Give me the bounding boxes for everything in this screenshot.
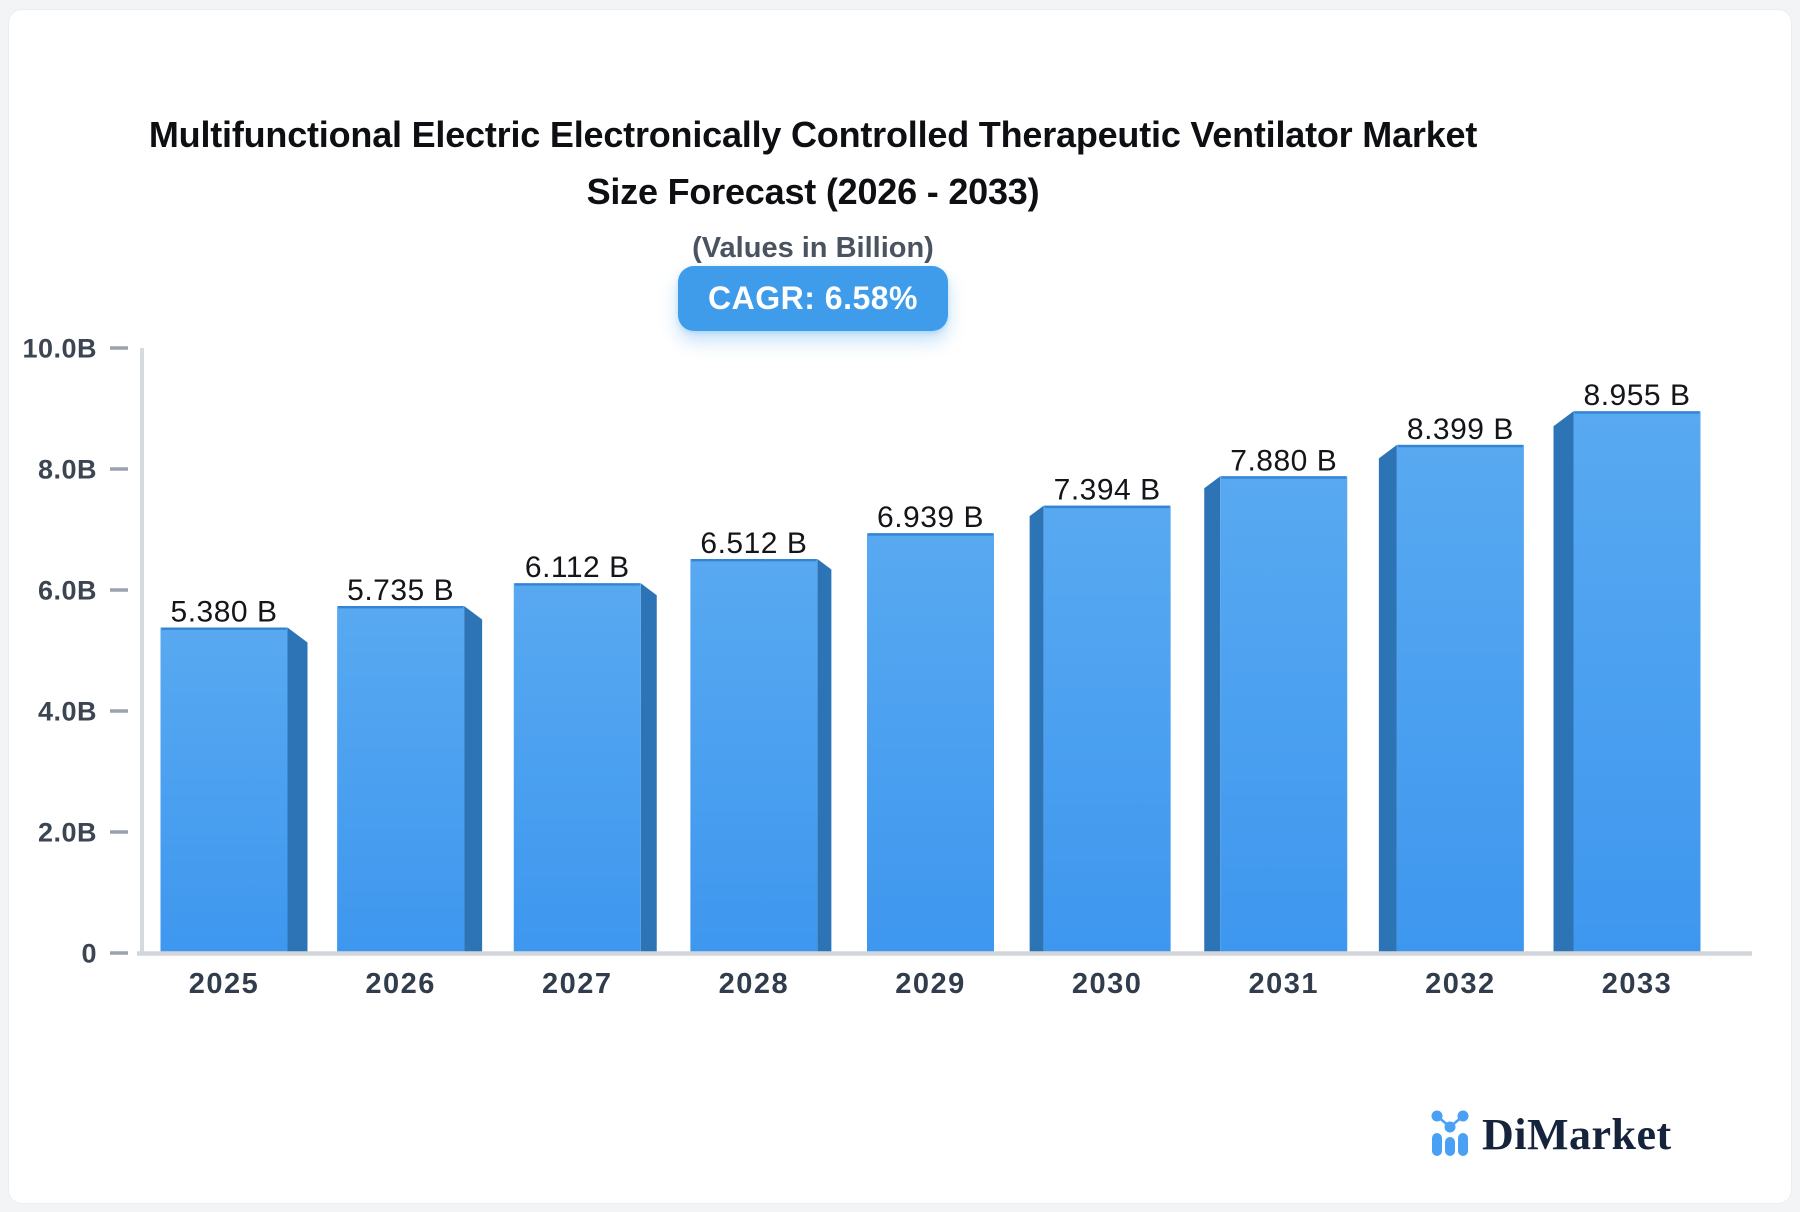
x-tick-label-2026: 2026 — [365, 968, 436, 1000]
bar-value-label-2029: 6.939 B — [877, 501, 984, 534]
bar-2025[interactable] — [160, 627, 288, 953]
chart-title-line2: Size Forecast (2026 - 2033) — [586, 171, 1040, 212]
chart-title: Multifunctional Electric Electronically … — [9, 106, 1617, 220]
bar-side-2028 — [817, 559, 832, 953]
y-tick-label: 6.0B — [38, 576, 97, 606]
y-tick-label: 10.0B — [22, 334, 97, 364]
x-tick-label-2031: 2031 — [1248, 968, 1319, 1000]
bar-value-label-2033: 8.955 B — [1584, 379, 1691, 412]
bar-2032[interactable] — [1396, 444, 1524, 953]
bar-side-2030 — [1029, 505, 1044, 953]
bar-2031[interactable] — [1220, 476, 1348, 953]
cagr-badge-row: CAGR: 6.58% — [9, 266, 1617, 331]
bar-value-label-2025: 5.380 B — [171, 596, 278, 629]
x-tick-label-2025: 2025 — [189, 968, 260, 1000]
bar-value-label-2031: 7.880 B — [1230, 444, 1337, 477]
x-tick-label-2029: 2029 — [895, 968, 966, 1000]
bar-side-2027 — [640, 583, 657, 953]
bar-2030[interactable] — [1043, 505, 1171, 953]
bar-value-label-2026: 5.735 B — [347, 574, 454, 607]
y-tick-label: 0 — [81, 939, 97, 969]
bar-2027[interactable] — [513, 583, 641, 953]
x-tick-label-2028: 2028 — [719, 968, 790, 1000]
y-tick-label: 2.0B — [38, 818, 97, 848]
bar-side-2033 — [1553, 411, 1574, 953]
bar-value-label-2028: 6.512 B — [700, 527, 807, 560]
bar-side-2026 — [464, 606, 483, 953]
dimarket-logo: DiMarket — [1430, 1106, 1672, 1158]
dimarket-logo-text: DiMarket — [1482, 1110, 1672, 1159]
bar-chart-dots-icon — [1431, 1110, 1469, 1156]
x-tick-label-2027: 2027 — [542, 968, 613, 1000]
bar-value-label-2030: 7.394 B — [1054, 474, 1161, 507]
bar-side-2031 — [1204, 476, 1221, 953]
chart-title-line1: Multifunctional Electric Electronically … — [148, 114, 1478, 155]
bar-side-2032 — [1378, 444, 1397, 953]
bar-2028[interactable] — [690, 559, 818, 953]
bar-value-label-2032: 8.399 B — [1407, 413, 1514, 446]
y-tick-label: 8.0B — [38, 455, 97, 485]
bar-2029[interactable] — [867, 533, 994, 953]
bar-chart: 10.0B 8.0B 6.0B 4.0B 2.0B 0 5.380 B 2025 5.735 B… — [22, 334, 1752, 1000]
bar-value-label-2027: 6.112 B — [525, 551, 630, 584]
x-tick-label-2030: 2030 — [1072, 968, 1143, 1000]
chart-subtitle: (Values in Billion) — [692, 232, 934, 264]
bar-2026[interactable] — [337, 606, 465, 953]
x-tick-label-2032: 2032 — [1425, 968, 1496, 1000]
y-tick-label: 4.0B — [38, 697, 97, 727]
bar-2033[interactable] — [1573, 411, 1701, 953]
cagr-badge: CAGR: 6.58% — [678, 266, 948, 331]
bar-side-2025 — [287, 627, 308, 953]
chart-card: Multifunctional Electric Electronically … — [8, 9, 1792, 1204]
x-tick-label-2033: 2033 — [1602, 968, 1673, 1000]
